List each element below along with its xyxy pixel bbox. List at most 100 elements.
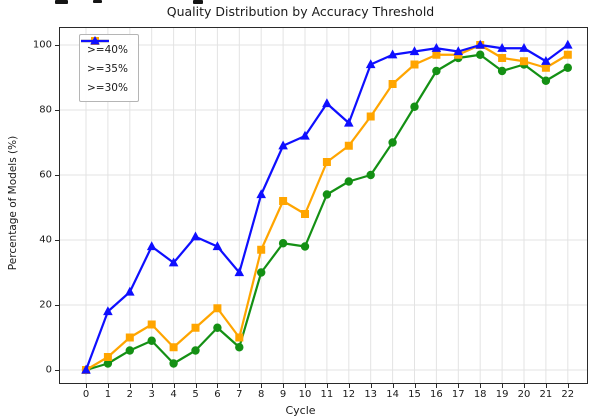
x-tick-mark — [217, 384, 219, 388]
x-axis-label: Cycle — [285, 404, 316, 416]
data-point-marker — [498, 54, 507, 62]
data-point-marker — [168, 257, 179, 267]
data-point-marker — [301, 210, 309, 218]
data-point-marker — [388, 138, 397, 147]
x-tick-label: 16 — [430, 389, 443, 400]
data-point-marker — [497, 66, 507, 76]
data-point-marker — [191, 323, 200, 332]
data-point-marker — [387, 49, 398, 59]
x-tick-label: 12 — [342, 389, 356, 400]
x-tick-label: 20 — [517, 389, 531, 400]
y-tick-mark — [55, 175, 59, 176]
data-point-marker — [125, 333, 134, 342]
data-point-marker — [365, 59, 376, 69]
data-point-marker — [344, 141, 353, 150]
legend-marker-triangle-icon — [81, 36, 109, 45]
clipped-text-fragment — [193, 0, 203, 4]
y-tick-mark — [55, 370, 59, 371]
x-tick-label: 21 — [539, 389, 553, 400]
y-tick-label: 80 — [39, 104, 52, 116]
data-point-marker — [191, 346, 200, 355]
data-point-marker — [300, 130, 310, 140]
x-tick-label: 6 — [214, 389, 221, 400]
x-tick-mark — [239, 384, 241, 388]
data-point-marker — [103, 353, 112, 361]
x-tick-mark — [129, 384, 131, 388]
data-point-marker — [147, 320, 156, 329]
y-tick-label: 40 — [39, 234, 52, 246]
y-tick-label: 20 — [39, 299, 52, 311]
x-tick-label: 14 — [386, 389, 399, 400]
x-tick-mark — [567, 384, 569, 388]
data-point-marker — [388, 80, 397, 88]
data-point-marker — [169, 343, 178, 352]
data-point-marker — [322, 98, 332, 108]
x-tick-label: 5 — [192, 389, 199, 400]
clipped-text-fragment — [93, 0, 102, 3]
data-point-marker — [497, 43, 507, 52]
data-point-marker — [234, 267, 245, 277]
data-point-marker — [322, 190, 332, 199]
x-tick-label: 9 — [279, 389, 287, 400]
x-tick-label: 15 — [408, 389, 421, 400]
x-tick-mark — [545, 384, 547, 388]
x-tick-mark — [305, 384, 306, 388]
data-point-marker — [125, 286, 135, 296]
y-tick-mark — [55, 240, 59, 241]
x-tick-mark — [151, 384, 153, 388]
x-tick-label: 13 — [364, 389, 378, 400]
data-point-marker — [563, 39, 573, 49]
x-tick-mark — [283, 384, 285, 388]
x-tick-mark — [392, 384, 394, 388]
x-tick-label: 8 — [258, 389, 265, 400]
clipped-text-fragment — [55, 0, 68, 4]
data-point-marker — [278, 239, 288, 248]
data-point-marker — [300, 242, 310, 251]
data-point-marker — [519, 43, 529, 52]
data-point-marker — [212, 241, 223, 251]
data-point-marker — [190, 231, 201, 241]
data-point-marker — [125, 346, 134, 355]
data-point-marker — [431, 43, 442, 52]
x-tick-label: 10 — [298, 389, 312, 400]
y-axis-label: Percentage of Models (%) — [7, 135, 19, 271]
data-point-marker — [366, 170, 375, 180]
x-tick-label: 18 — [473, 389, 487, 400]
legend-item-ge35: >=35% — [81, 37, 128, 78]
x-tick-label: 1 — [104, 389, 112, 400]
plot-area: >=40% >=35% >=30% — [59, 27, 588, 384]
data-point-marker — [541, 76, 551, 85]
data-point-marker — [410, 60, 419, 69]
plot-canvas — [60, 28, 587, 383]
data-point-marker — [344, 117, 354, 127]
legend-label: >=35% — [87, 62, 128, 75]
x-tick-label: 19 — [495, 389, 509, 400]
y-tick-mark — [55, 45, 59, 46]
data-point-marker — [147, 336, 156, 345]
data-point-marker — [235, 343, 244, 352]
data-point-marker — [146, 241, 157, 251]
data-point-marker — [257, 268, 266, 277]
data-point-marker — [366, 112, 375, 121]
data-point-marker — [169, 359, 178, 368]
data-point-marker — [432, 50, 441, 59]
x-tick-mark — [326, 384, 328, 388]
legend-label: >=40% — [87, 43, 128, 56]
data-point-marker — [541, 56, 551, 65]
data-point-marker — [432, 66, 441, 76]
data-point-marker — [257, 245, 266, 254]
x-tick-mark — [436, 384, 438, 388]
x-tick-mark — [348, 384, 350, 388]
data-point-marker — [409, 46, 420, 56]
data-point-marker — [213, 304, 222, 313]
x-tick-label: 22 — [561, 389, 575, 400]
x-tick-label: 3 — [148, 389, 155, 400]
data-point-marker — [563, 63, 572, 72]
data-point-marker — [81, 364, 91, 374]
y-tick-label: 60 — [39, 169, 52, 181]
x-tick-label: 2 — [126, 389, 133, 400]
data-point-marker — [344, 177, 353, 186]
y-tick-mark — [55, 110, 59, 111]
data-point-marker — [475, 39, 485, 49]
